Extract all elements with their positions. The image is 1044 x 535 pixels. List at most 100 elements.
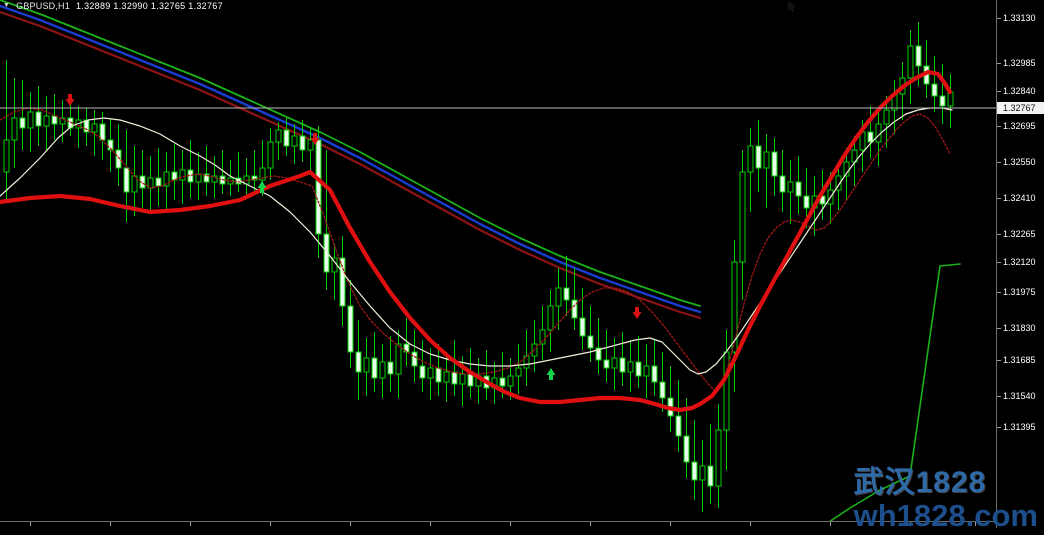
price-tick-label: 1.32265 xyxy=(1003,229,1036,239)
candle xyxy=(419,340,426,392)
candle xyxy=(443,352,450,402)
candle xyxy=(203,146,210,196)
price-tick-mark xyxy=(997,63,1001,64)
candle xyxy=(939,64,946,124)
time-tick-mark xyxy=(190,522,191,526)
candle xyxy=(707,424,714,504)
candle xyxy=(299,120,306,162)
candle xyxy=(91,110,98,156)
candle xyxy=(787,160,794,224)
candle xyxy=(635,336,642,388)
price-tick-label: 1.31975 xyxy=(1003,287,1036,297)
candle xyxy=(19,80,26,150)
candle xyxy=(315,126,322,258)
ma-thin-white-line xyxy=(0,107,953,375)
sell-arrow-icon xyxy=(310,133,320,145)
candle xyxy=(771,138,778,196)
candle xyxy=(387,336,394,392)
price-tick-label: 1.31540 xyxy=(1003,391,1036,401)
candle xyxy=(699,440,706,512)
candle xyxy=(3,60,10,200)
price-tick-label: 1.31685 xyxy=(1003,355,1036,365)
candle xyxy=(395,330,402,398)
price-tick-mark xyxy=(997,126,1001,127)
sell-arrow-icon xyxy=(632,307,642,319)
candle xyxy=(11,78,18,168)
buy-arrow-icon xyxy=(546,368,556,380)
candle xyxy=(355,320,362,400)
candle xyxy=(883,96,890,148)
candle xyxy=(747,128,754,212)
price-tick-label: 1.31395 xyxy=(1003,422,1036,432)
candle xyxy=(619,332,626,386)
candle xyxy=(643,344,650,398)
candle xyxy=(179,150,186,204)
candle xyxy=(931,56,938,112)
time-tick-mark xyxy=(270,522,271,526)
ma-dotted-darkred-line xyxy=(0,107,951,393)
candle xyxy=(291,124,298,164)
candle xyxy=(779,150,786,212)
candle xyxy=(307,128,314,172)
candle xyxy=(795,156,802,214)
candle xyxy=(603,330,610,382)
candle xyxy=(251,150,258,192)
candle xyxy=(539,306,546,360)
candle xyxy=(675,380,682,452)
time-tick-mark xyxy=(510,522,511,526)
candle xyxy=(323,150,330,290)
time-tick-mark xyxy=(750,522,751,526)
time-axis[interactable] xyxy=(0,521,996,535)
candle xyxy=(283,118,290,156)
candle xyxy=(427,348,434,400)
candle xyxy=(683,398,690,478)
candle xyxy=(27,92,34,152)
candle xyxy=(59,100,66,142)
band-line-blue xyxy=(0,4,702,314)
candle xyxy=(907,30,914,104)
candle xyxy=(115,124,122,186)
ma-dotted-darkred xyxy=(0,107,951,393)
band-line-green xyxy=(0,0,701,307)
candle xyxy=(515,344,522,394)
price-tick-mark xyxy=(997,18,1001,19)
candle xyxy=(163,152,170,210)
time-tick-mark xyxy=(590,522,591,526)
candle xyxy=(555,268,562,330)
signal-arrow-group xyxy=(65,94,642,380)
candle xyxy=(43,96,50,150)
time-tick-mark xyxy=(670,522,671,526)
band-line-darkred xyxy=(0,10,702,320)
ma-thin-white xyxy=(0,107,953,375)
price-tick-mark xyxy=(997,262,1001,263)
candle xyxy=(571,268,578,330)
price-tick-label: 1.32695 xyxy=(1003,121,1036,131)
candle xyxy=(371,332,378,392)
candle xyxy=(379,344,386,398)
candle xyxy=(587,306,594,362)
candle xyxy=(731,240,738,392)
price-tick-label: 1.32550 xyxy=(1003,157,1036,167)
candle xyxy=(363,338,370,396)
buy-arrow-icon xyxy=(257,181,267,193)
candle xyxy=(691,420,698,500)
price-tick-mark xyxy=(997,328,1001,329)
candle xyxy=(547,290,554,352)
candlestick-chart xyxy=(0,0,996,528)
price-tick-label: 1.32985 xyxy=(1003,58,1036,68)
price-axis[interactable]: 1.33130 1.32985 1.32840 1.32695 1.32550 1.324… xyxy=(996,0,1044,528)
candle xyxy=(627,340,634,392)
candle xyxy=(347,280,354,368)
candle xyxy=(739,150,746,300)
candle xyxy=(275,122,282,160)
time-tick-mark xyxy=(975,522,976,526)
candle xyxy=(107,118,114,172)
price-tick-mark xyxy=(997,91,1001,92)
candle xyxy=(651,340,658,396)
price-tick-mark xyxy=(997,198,1001,199)
candle xyxy=(611,338,618,390)
chart-plot-area[interactable] xyxy=(0,0,996,528)
price-tick-mark xyxy=(997,427,1001,428)
price-tick-label: 1.33130 xyxy=(1003,13,1036,23)
